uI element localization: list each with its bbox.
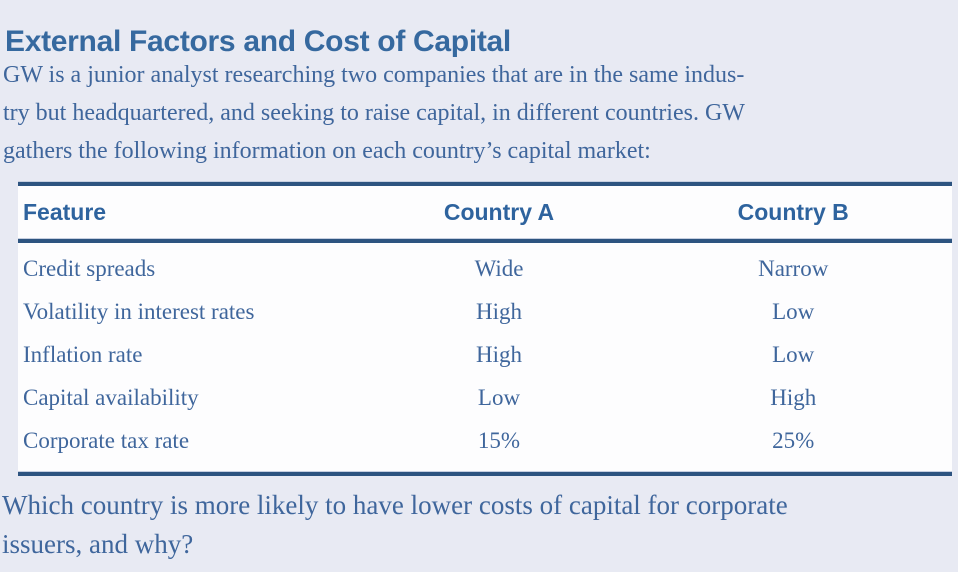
table-header-rule — [18, 238, 952, 243]
table-header-row: Feature Country A Country B — [18, 186, 952, 238]
table-body: Credit spreads Wide Narrow Volatility in… — [18, 243, 952, 471]
country-b-cell: High — [770, 384, 817, 410]
country-a-cell: High — [476, 341, 522, 367]
feature-cell: Volatility in interest rates — [23, 298, 255, 324]
country-a-cell: Wide — [474, 255, 524, 281]
intro-paragraph: GW is a junior analyst researching two c… — [3, 56, 745, 170]
country-b-cell: Low — [772, 341, 815, 367]
country-b-cell: Narrow — [758, 255, 829, 281]
country-b-cell: Low — [772, 298, 815, 324]
table-bottom-rule — [18, 471, 952, 476]
country-a-cell: 15% — [477, 427, 521, 453]
table-row: Volatility in interest rates High Low — [18, 290, 952, 333]
table-row: Credit spreads Wide Narrow — [18, 247, 952, 290]
table-row: Capital availability Low High — [18, 376, 952, 419]
feature-cell: Inflation rate — [23, 341, 143, 367]
capital-market-table: Feature Country A Country B Credit sprea… — [18, 181, 952, 476]
header-country-b: Country B — [737, 198, 849, 225]
intro-line: GW is a junior analyst researching two c… — [3, 62, 745, 88]
intro-line: gathers the following information on eac… — [3, 138, 651, 164]
table-top-rule — [18, 181, 952, 186]
table-row: Corporate tax rate 15% 25% — [18, 419, 952, 462]
table-row: Inflation rate High Low — [18, 333, 952, 376]
header-feature: Feature — [23, 198, 107, 225]
header-country-a: Country A — [443, 198, 555, 225]
question-paragraph: Which country is more likely to have low… — [2, 486, 788, 564]
country-b-cell: 25% — [772, 427, 815, 453]
page-title: External Factors and Cost of Capital — [5, 25, 511, 59]
country-a-cell: High — [476, 298, 522, 324]
question-line: Which country is more likely to have low… — [2, 490, 788, 520]
feature-cell: Capital availability — [23, 384, 199, 410]
feature-cell: Credit spreads — [23, 255, 156, 281]
feature-cell: Corporate tax rate — [23, 427, 190, 453]
country-a-cell: Low — [477, 384, 521, 410]
question-line: issuers, and why? — [2, 529, 194, 559]
intro-line: try but headquartered, and seeking to ra… — [3, 100, 745, 126]
